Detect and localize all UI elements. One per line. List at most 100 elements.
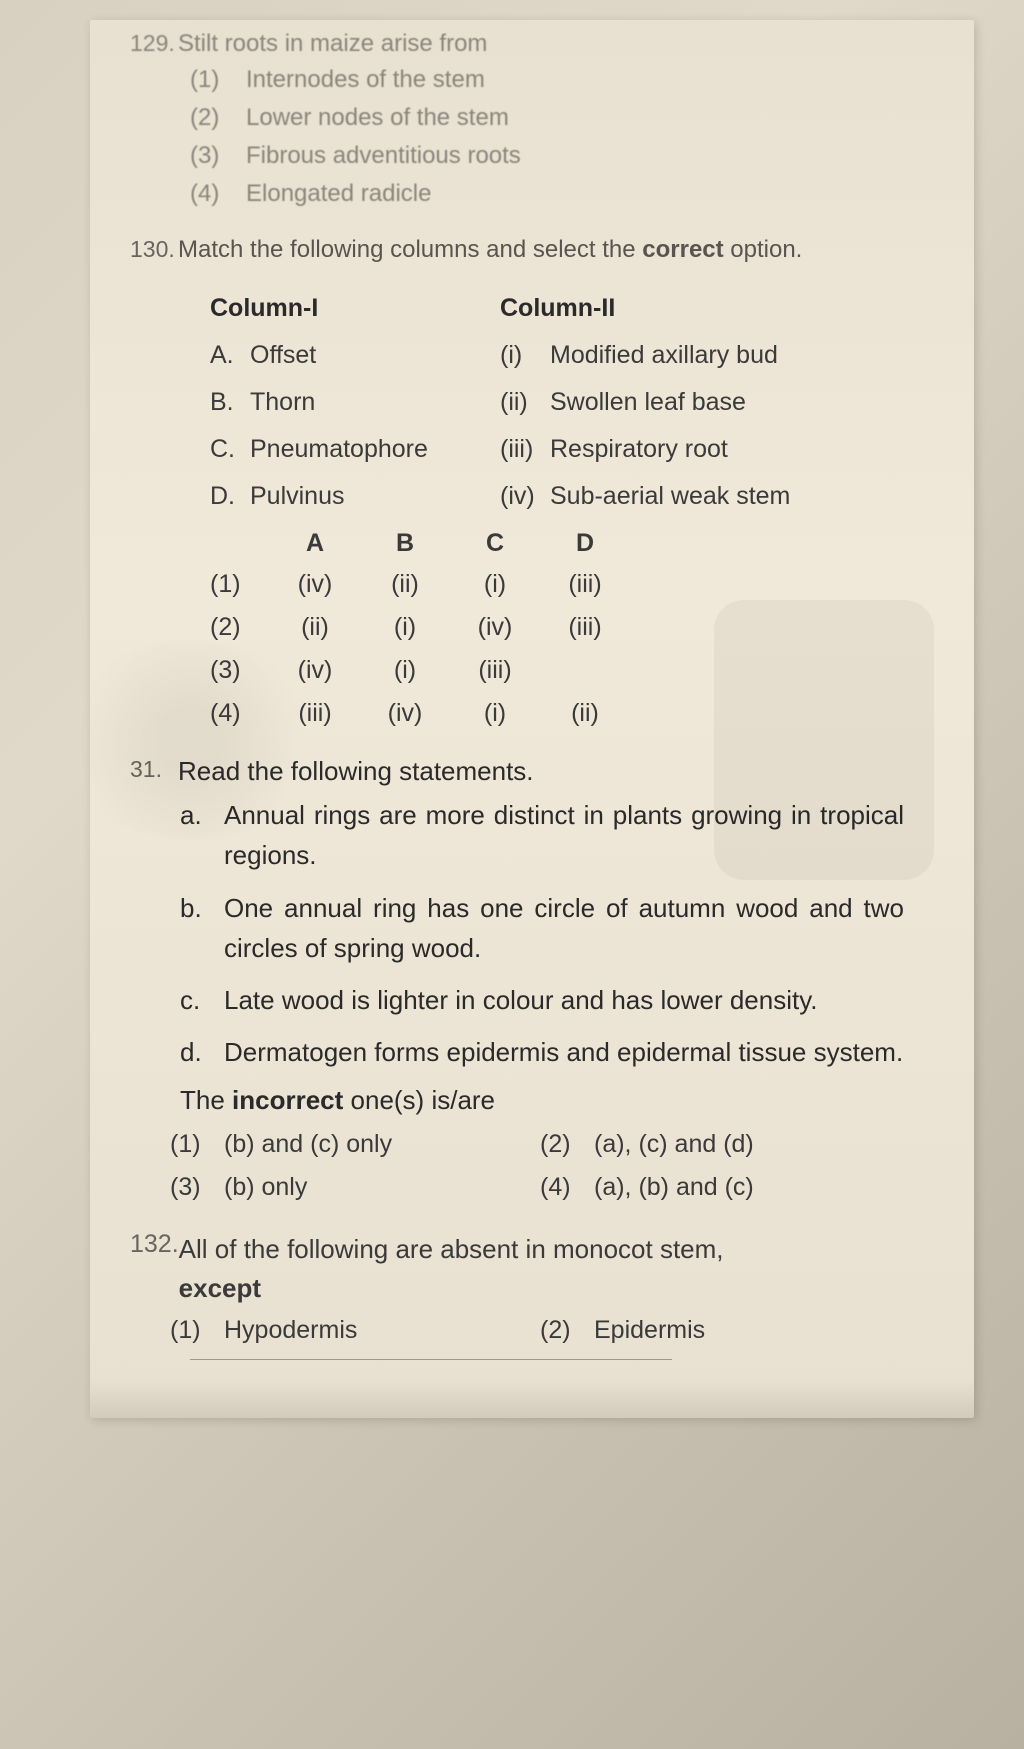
item-text: Thorn	[250, 388, 315, 417]
option-text: (b) and (c) only	[224, 1130, 392, 1159]
option-cell: (2) (a), (c) and (d)	[540, 1130, 910, 1159]
separator-line	[190, 1359, 672, 1360]
answer-cell: (i)	[450, 570, 540, 599]
column-row: B. Thorn (ii) Swollen leaf base	[210, 388, 934, 417]
item-label: D.	[210, 482, 250, 511]
option-number: (3)	[170, 1173, 224, 1202]
option-text: Epidermis	[594, 1316, 705, 1345]
answer-row-number: (3)	[210, 656, 270, 685]
statement-text: One annual ring has one circle of autumn…	[224, 888, 934, 969]
item-label: (iv)	[500, 482, 550, 511]
column-1-item: C. Pneumatophore	[210, 435, 500, 464]
column-1-item: D. Pulvinus	[210, 482, 500, 511]
statement-row: b. One annual ring has one circle of aut…	[180, 888, 934, 969]
text-part: The	[180, 1085, 232, 1115]
answer-cell: (iii)	[450, 656, 540, 685]
statement-label: c.	[180, 980, 224, 1020]
option-row: (3) (b) only (4) (a), (b) and (c)	[170, 1173, 934, 1202]
option-text: (a), (b) and (c)	[594, 1173, 754, 1202]
item-label: (ii)	[500, 388, 550, 417]
option-cell: (3) (b) only	[170, 1173, 540, 1202]
option-number: (1)	[190, 66, 246, 94]
column-2-item: (ii) Swollen leaf base	[500, 388, 746, 417]
answer-cell: (iii)	[540, 613, 630, 642]
option-cell: (2) Epidermis	[540, 1316, 910, 1345]
option-text: Lower nodes of the stem	[246, 104, 934, 132]
answer-row: (2) (ii) (i) (iv) (iii)	[210, 613, 934, 642]
statement-row: a. Annual rings are more distinct in pla…	[180, 795, 934, 876]
options-grid: (1) Hypodermis (2) Epidermis	[170, 1316, 934, 1345]
statement-text: Dermatogen forms epidermis and epidermal…	[224, 1032, 934, 1072]
item-text: Swollen leaf base	[550, 388, 746, 417]
question-text: Read the following statements.	[178, 756, 934, 787]
answer-row: (3) (iv) (i) (iii)	[210, 656, 934, 685]
option-row: (1) Hypodermis (2) Epidermis	[170, 1316, 934, 1345]
item-label: A.	[210, 341, 250, 370]
bottom-shadow	[90, 1378, 974, 1418]
answer-cell: (i)	[360, 656, 450, 685]
option-number: (1)	[170, 1130, 224, 1159]
option-number: (2)	[540, 1130, 594, 1159]
column-2-header: Column-II	[500, 294, 840, 323]
option-row: (3) Fibrous adventitious roots	[190, 142, 934, 170]
column-1-item: B. Thorn	[210, 388, 500, 417]
option-cell: (1) Hypodermis	[170, 1316, 540, 1345]
option-text: Internodes of the stem	[246, 66, 934, 94]
option-row: (1) Internodes of the stem	[190, 66, 934, 94]
answer-cell: (iv)	[270, 656, 360, 685]
question-number: 129.	[130, 30, 178, 57]
bold-text: except	[179, 1273, 261, 1303]
item-label: (iii)	[500, 435, 550, 464]
text-part: Match the following columns and select t…	[178, 236, 642, 263]
bold-text: incorrect	[232, 1085, 343, 1115]
option-text: Fibrous adventitious roots	[246, 142, 934, 170]
item-text: Offset	[250, 341, 316, 370]
column-2-item: (i) Modified axillary bud	[500, 341, 778, 370]
option-cell: (4) (a), (b) and (c)	[540, 1173, 910, 1202]
matching-columns: Column-I Column-II A. Offset (i) Modifie…	[210, 294, 934, 511]
text-part: All of the following are absent in monoc…	[179, 1234, 724, 1264]
option-number: (2)	[190, 104, 246, 132]
statement-label: d.	[180, 1032, 224, 1072]
option-text: Hypodermis	[224, 1316, 357, 1345]
item-label: (i)	[500, 341, 550, 370]
statement-row: d. Dermatogen forms epidermis and epider…	[180, 1032, 934, 1072]
answer-header-row: A B C D	[270, 529, 934, 558]
question-subtext: The incorrect one(s) is/are	[180, 1085, 934, 1116]
question-line: 130. Match the following columns and sel…	[130, 236, 934, 264]
column-2-item: (iii) Respiratory root	[500, 435, 728, 464]
answer-row-number: (1)	[210, 570, 270, 599]
option-text: (b) only	[224, 1173, 307, 1202]
answer-header: D	[540, 529, 630, 558]
question-number: 31.	[130, 756, 178, 783]
item-label: B.	[210, 388, 250, 417]
item-text: Respiratory root	[550, 435, 728, 464]
options-grid: (1) (b) and (c) only (2) (a), (c) and (d…	[170, 1130, 934, 1202]
column-1-item: A. Offset	[210, 341, 500, 370]
option-row: (1) (b) and (c) only (2) (a), (c) and (d…	[170, 1130, 934, 1159]
answer-row: (4) (iii) (iv) (i) (ii)	[210, 699, 934, 728]
item-text: Modified axillary bud	[550, 341, 778, 370]
item-text: Pulvinus	[250, 482, 345, 511]
answer-cell: (i)	[450, 699, 540, 728]
option-cell: (1) (b) and (c) only	[170, 1130, 540, 1159]
exam-page: 129. Stilt roots in maize arise from (1)…	[90, 20, 974, 1418]
answer-cell: (iv)	[450, 613, 540, 642]
text-part: option.	[724, 236, 803, 263]
answer-cell: (ii)	[540, 699, 630, 728]
answer-cell: (iii)	[270, 699, 360, 728]
question-131: 31. Read the following statements. a. An…	[130, 756, 934, 1202]
answer-cell: (iv)	[270, 570, 360, 599]
answer-cell: (ii)	[270, 613, 360, 642]
statement-label: a.	[180, 795, 224, 876]
question-line: 31. Read the following statements.	[130, 756, 934, 787]
column-1-header: Column-I	[210, 294, 500, 323]
statement-row: c. Late wood is lighter in colour and ha…	[180, 980, 934, 1020]
question-132: 132. All of the following are absent in …	[130, 1230, 934, 1360]
answer-row-number: (4)	[210, 699, 270, 728]
answer-cell: (ii)	[360, 570, 450, 599]
option-number: (3)	[190, 142, 246, 170]
question-text: Match the following columns and select t…	[178, 236, 934, 264]
bold-text: correct	[642, 236, 723, 263]
option-row: (4) Elongated radicle	[190, 180, 934, 208]
